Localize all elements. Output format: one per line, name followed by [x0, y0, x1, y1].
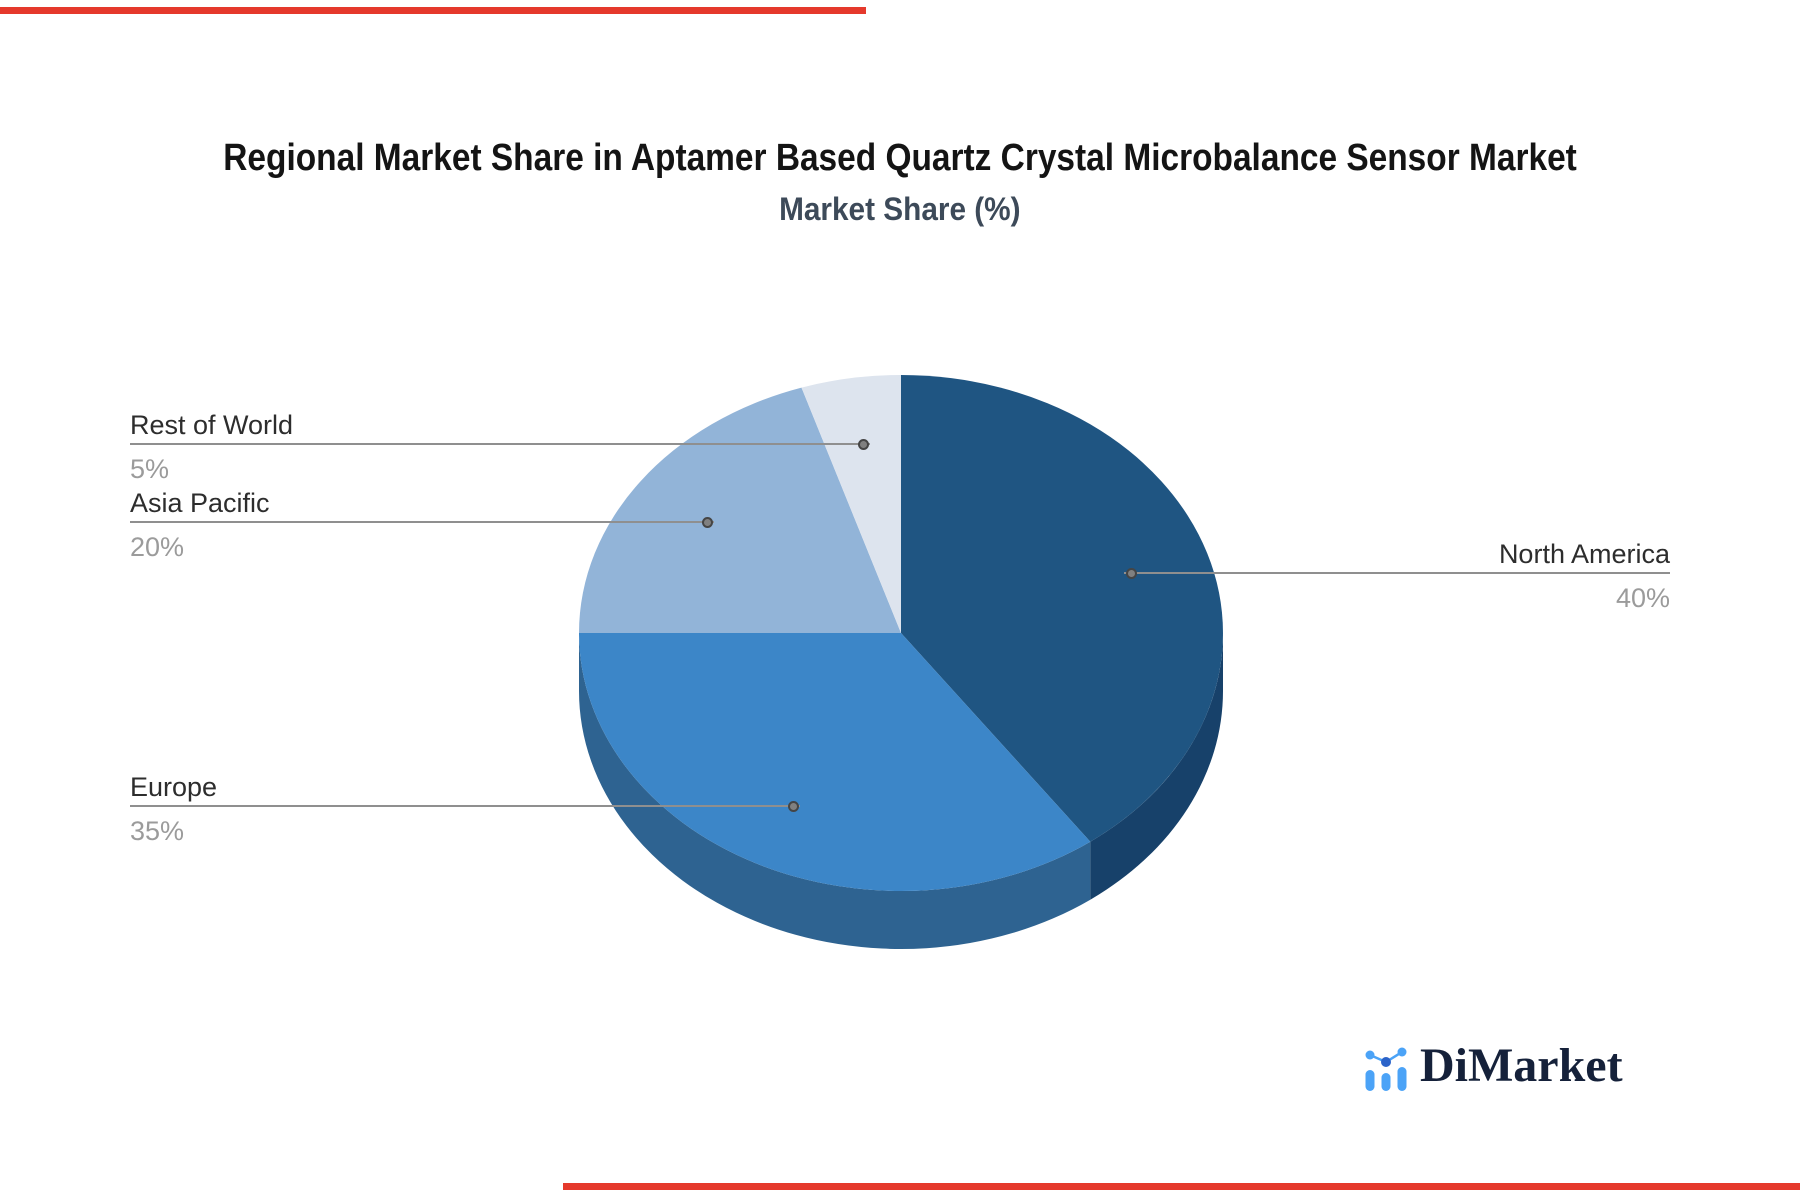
- chart-title-text: Regional Market Share in Aptamer Based Q…: [223, 137, 1577, 179]
- pie-slice-europe[interactable]: [579, 633, 1091, 891]
- pie-slice-asia-pacific[interactable]: [579, 387, 901, 633]
- pie-slice-rest-of-world[interactable]: [801, 374, 902, 633]
- leader-dot-rest-of-world: [857, 438, 869, 450]
- label-north-america: North America: [1498, 539, 1670, 569]
- value-north-america: 40%: [1615, 583, 1670, 613]
- label-europe: Europe: [130, 772, 218, 802]
- bar-chart-icon: [1365, 1047, 1407, 1091]
- pie-side-north-america: [1090, 633, 1223, 900]
- leader-line-north-america: [1124, 572, 1670, 574]
- logo-bars: [1365, 1067, 1407, 1091]
- logo-text: DiMarket: [1420, 1039, 1623, 1092]
- leader-dot-asia-pacific: [701, 516, 713, 528]
- chart-title: Regional Market Share in Aptamer Based Q…: [0, 136, 1800, 180]
- red-accent-top: [0, 7, 866, 14]
- label-rest-of-world: Rest of World: [130, 410, 294, 440]
- red-accent-bottom: [563, 1183, 1800, 1190]
- leader-line-europe: [130, 805, 800, 807]
- value-rest-of-world: 5%: [130, 454, 170, 484]
- leader-line-asia-pacific: [130, 521, 714, 523]
- pie-slice-north-america[interactable]: [901, 375, 1223, 842]
- leader-line-rest-of-world: [130, 443, 870, 445]
- logo-dot-middle: [1381, 1057, 1391, 1067]
- leader-dot-north-america: [1125, 567, 1137, 579]
- value-europe: 35%: [130, 816, 185, 846]
- leader-dot-europe: [787, 800, 799, 812]
- logo-dot-left: [1365, 1050, 1375, 1060]
- pie-side-europe: [579, 633, 1091, 949]
- chart-subtitle-text: Market Share (%): [779, 191, 1021, 227]
- chart-subtitle: Market Share (%): [0, 190, 1800, 228]
- label-asia-pacific: Asia Pacific: [130, 488, 270, 518]
- logo-dot-right: [1397, 1047, 1407, 1057]
- value-asia-pacific: 20%: [130, 532, 185, 562]
